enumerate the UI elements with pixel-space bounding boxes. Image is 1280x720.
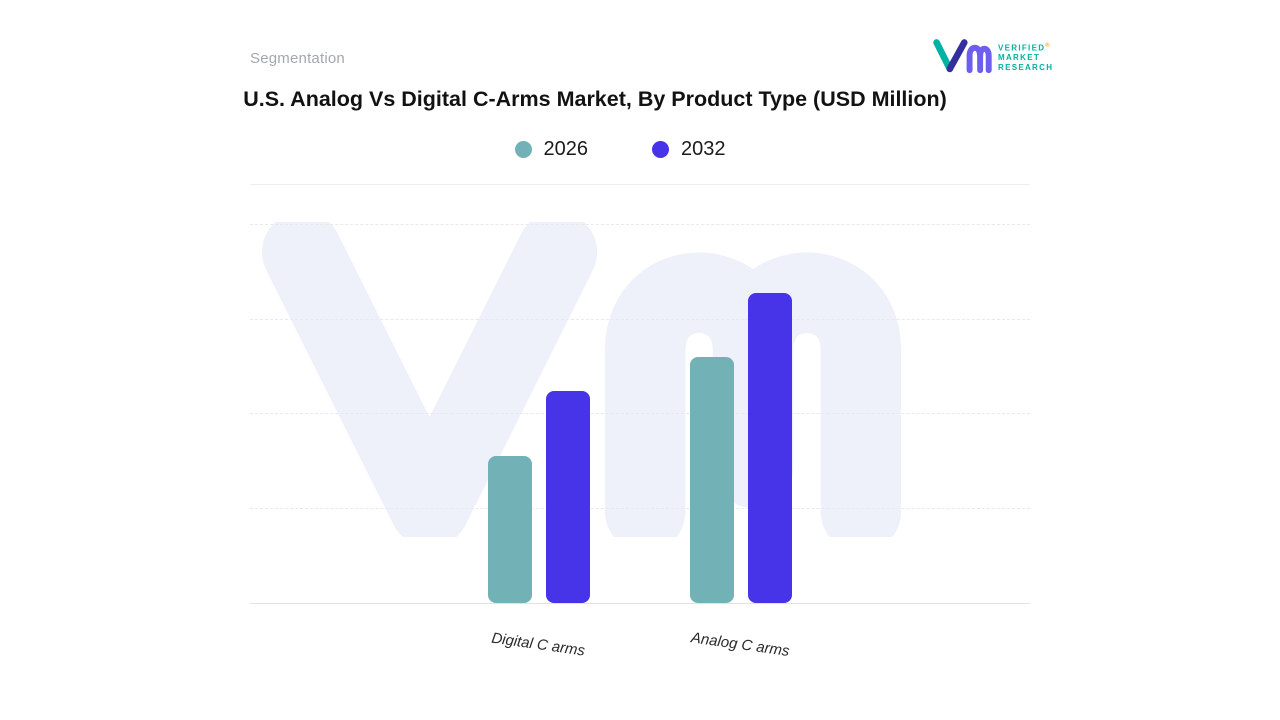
vmr-logomark-icon [933, 39, 992, 74]
chart-title: U.S. Analog Vs Digital C-Arms Market, By… [243, 87, 947, 111]
legend-item-2032: 2032 [652, 138, 726, 161]
gridline [250, 507, 1030, 509]
bar-2026-analog-c-arms [690, 357, 734, 603]
legend-label-2026: 2026 [543, 137, 589, 160]
legend-dot-2026 [514, 140, 532, 158]
legend-divider [250, 184, 1030, 185]
bar-2032-digital-c-arms [546, 391, 590, 603]
vmr-logo: VERIFIED® MARKET RESEARCH [930, 34, 1080, 80]
category-label-analog-c-arms: Analog C arms [689, 629, 791, 660]
segmentation-label: Segmentation [250, 50, 345, 67]
category-label-digital-c-arms: Digital C arms [490, 629, 587, 660]
bar-2032-analog-c-arms [748, 293, 792, 603]
logo-line-market: MARKET [998, 53, 1041, 63]
legend-dot-2032 [652, 140, 669, 158]
logo-wordmark: VERIFIED® MARKET RESEARCH [998, 42, 1053, 72]
legend-label-2032: 2032 [681, 137, 726, 160]
legend-item-2026: 2026 [514, 137, 589, 161]
logo-line-verified: VERIFIED® [998, 42, 1052, 53]
bar-chart-plot-area: Digital C arms Analog C arms [250, 224, 1030, 660]
bar-group-digital-c-arms [488, 391, 590, 603]
x-axis-baseline [250, 603, 1030, 604]
gridline [250, 413, 1030, 414]
bar-group-analog-c-arms [690, 293, 792, 603]
gridline [250, 318, 1030, 320]
gridline [250, 224, 1030, 225]
chart-legend: 2026 2032 [250, 133, 990, 165]
registered-mark: ® [1045, 42, 1052, 49]
bar-2026-digital-c-arms [488, 455, 532, 603]
logo-line-research: RESEARCH [998, 62, 1054, 72]
